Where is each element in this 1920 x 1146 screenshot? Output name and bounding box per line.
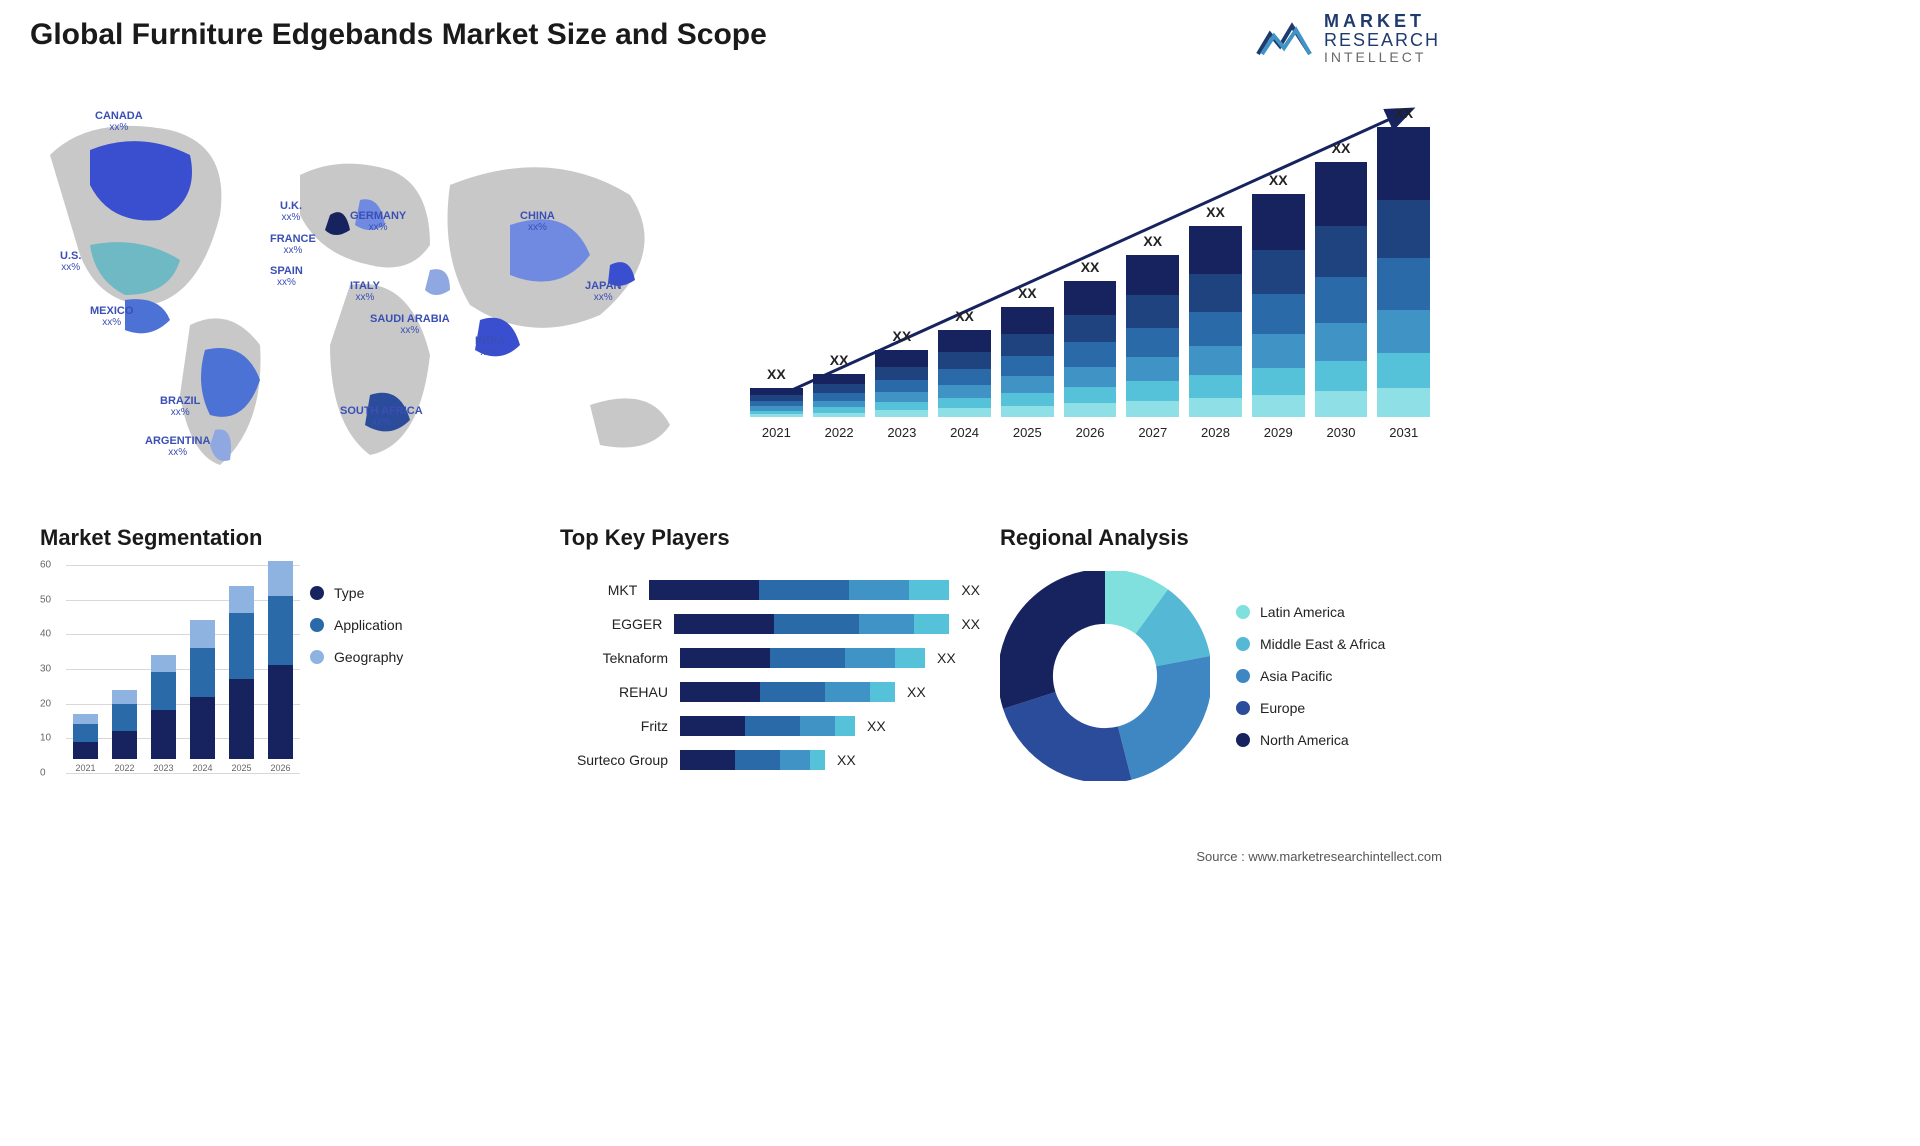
regional-legend: Latin America Middle East & Africa Asia Pa… — [1236, 604, 1385, 748]
map-label: CHINAxx% — [520, 210, 555, 233]
segmentation-legend: Type Application Geography — [310, 585, 403, 665]
main-bar-value: XX — [1206, 204, 1225, 220]
map-label: JAPANxx% — [585, 280, 621, 303]
main-bar-col: XX 2021 — [750, 366, 803, 440]
main-bar-year: 2024 — [950, 425, 979, 440]
player-value: XX — [867, 718, 886, 734]
player-label: MKT — [560, 582, 649, 598]
seg-bar-col: 2021 — [70, 714, 101, 773]
main-bar-year: 2029 — [1264, 425, 1293, 440]
map-label: FRANCExx% — [270, 233, 316, 256]
regional-title: Regional Analysis — [1000, 525, 1440, 551]
main-bar-year: 2025 — [1013, 425, 1042, 440]
main-bar-col: XX 2030 — [1315, 140, 1368, 440]
player-value: XX — [837, 752, 856, 768]
map-label: SAUDI ARABIAxx% — [370, 313, 450, 336]
players-title: Top Key Players — [560, 525, 980, 551]
seg-bar-col: 2023 — [148, 655, 179, 773]
legend-item: Asia Pacific — [1236, 668, 1385, 684]
legend-item: North America — [1236, 732, 1385, 748]
player-row: MKT XX — [560, 573, 980, 607]
map-label: SOUTH AFRICAxx% — [340, 405, 423, 428]
legend-item: Europe — [1236, 700, 1385, 716]
map-label: GERMANYxx% — [350, 210, 406, 233]
seg-bar-col: 2026 — [265, 561, 296, 773]
legend-item: Geography — [310, 649, 403, 665]
map-label: MEXICOxx% — [90, 305, 133, 328]
player-row: REHAU XX — [560, 675, 980, 709]
main-bar-year: 2030 — [1327, 425, 1356, 440]
main-bar-value: XX — [1143, 233, 1162, 249]
map-label: ITALYxx% — [350, 280, 380, 303]
source-text: Source : www.marketresearchintellect.com — [1196, 849, 1442, 864]
player-row: Fritz XX — [560, 709, 980, 743]
segmentation-chart: 0102030405060 202120222023202420252026 — [40, 565, 300, 795]
main-bar-value: XX — [830, 352, 849, 368]
player-row: EGGER XX — [560, 607, 980, 641]
map-label: BRAZILxx% — [160, 395, 200, 418]
players-chart: MKTXXEGGERXXTeknaformXXREHAUXXFritzXXSur… — [560, 573, 980, 777]
logo-line3: INTELLECT — [1324, 50, 1440, 65]
legend-item: Type — [310, 585, 403, 601]
logo-icon — [1256, 16, 1312, 60]
main-bar-year: 2023 — [887, 425, 916, 440]
player-value: XX — [937, 650, 956, 666]
main-bar-col: XX 2023 — [875, 328, 928, 440]
map-label: SPAINxx% — [270, 265, 303, 288]
main-growth-chart: XX 2021 XX 2022 XX 2023 XX 2024 XX 2025 XX 2026 XX 20… — [750, 100, 1430, 470]
main-bar-year: 2021 — [762, 425, 791, 440]
player-label: Teknaform — [560, 650, 680, 666]
main-bar-col: XX 2025 — [1001, 285, 1054, 440]
map-label: U.K.xx% — [280, 200, 302, 223]
legend-item: Middle East & Africa — [1236, 636, 1385, 652]
player-label: REHAU — [560, 684, 680, 700]
main-bar-year: 2028 — [1201, 425, 1230, 440]
main-bar-year: 2026 — [1076, 425, 1105, 440]
player-label: Fritz — [560, 718, 680, 734]
seg-bar-col: 2024 — [187, 620, 218, 773]
main-bar-value: XX — [1081, 259, 1100, 275]
player-row: Teknaform XX — [560, 641, 980, 675]
main-bar-value: XX — [955, 308, 974, 324]
main-bar-col: XX 2022 — [813, 352, 866, 440]
page-title: Global Furniture Edgebands Market Size a… — [30, 18, 767, 52]
player-value: XX — [961, 582, 980, 598]
legend-item: Latin America — [1236, 604, 1385, 620]
main-bar-col: XX 2029 — [1252, 172, 1305, 440]
main-bar-year: 2031 — [1389, 425, 1418, 440]
regional-donut — [1000, 571, 1210, 781]
segmentation-title: Market Segmentation — [40, 525, 450, 551]
player-row: Surteco Group XX — [560, 743, 980, 777]
player-value: XX — [907, 684, 926, 700]
main-bar-value: XX — [892, 328, 911, 344]
main-bar-value: XX — [1394, 105, 1413, 121]
main-bar-year: 2022 — [825, 425, 854, 440]
player-label: EGGER — [560, 616, 674, 632]
main-bar-value: XX — [1332, 140, 1351, 156]
main-bar-col: XX 2024 — [938, 308, 991, 440]
map-label: INDIAxx% — [475, 335, 505, 358]
world-map: CANADAxx% U.S.xx% MEXICOxx% BRAZILxx% ARGENT… — [30, 95, 710, 495]
player-value: XX — [961, 616, 980, 632]
main-bar-value: XX — [1018, 285, 1037, 301]
main-bar-value: XX — [767, 366, 786, 382]
map-label: U.S.xx% — [60, 250, 81, 273]
main-bar-col: XX 2031 — [1377, 105, 1430, 440]
logo-line1: MARKET — [1324, 12, 1440, 31]
main-bar-value: XX — [1269, 172, 1288, 188]
main-bar-col: XX 2028 — [1189, 204, 1242, 440]
main-bar-col: XX 2027 — [1126, 233, 1179, 440]
brand-logo: MARKET RESEARCH INTELLECT — [1256, 12, 1440, 64]
map-label: CANADAxx% — [95, 110, 143, 133]
main-bar-year: 2027 — [1138, 425, 1167, 440]
map-label: ARGENTINAxx% — [145, 435, 210, 458]
seg-bar-col: 2022 — [109, 690, 140, 773]
legend-item: Application — [310, 617, 403, 633]
logo-line2: RESEARCH — [1324, 31, 1440, 50]
seg-bar-col: 2025 — [226, 586, 257, 773]
player-label: Surteco Group — [560, 752, 680, 768]
main-bar-col: XX 2026 — [1064, 259, 1117, 440]
